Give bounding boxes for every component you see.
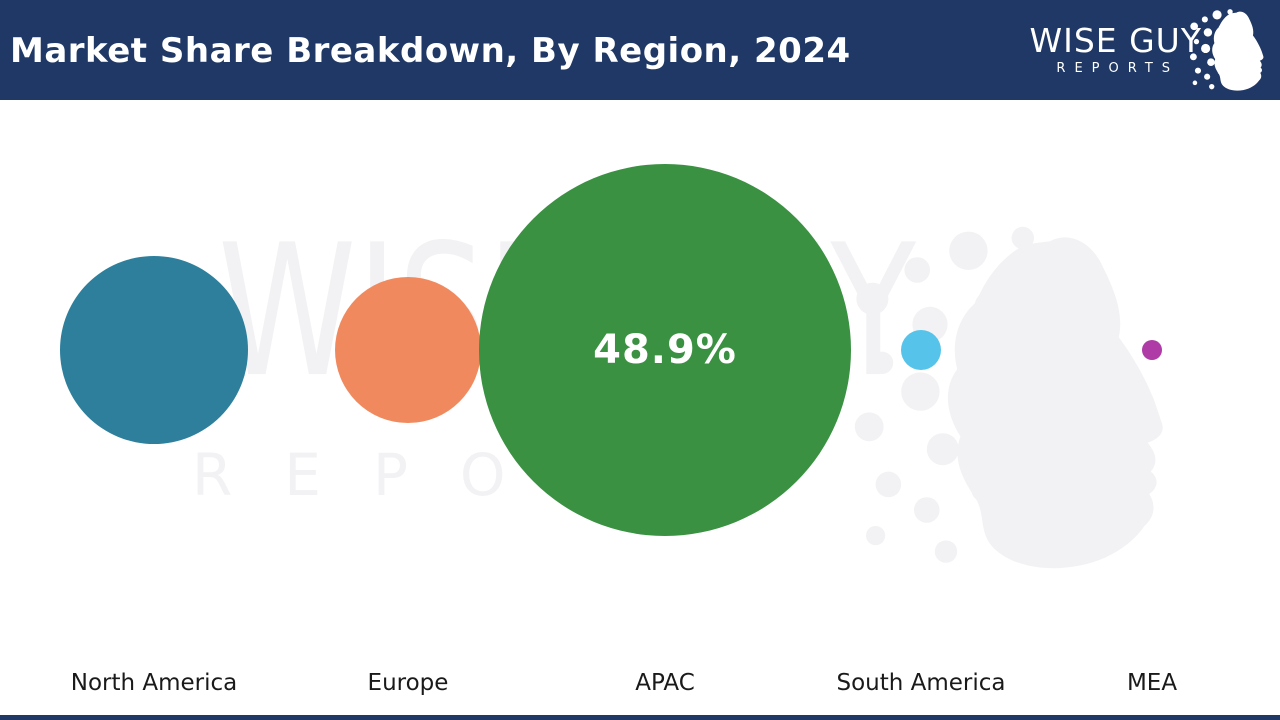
bubble-europe [335, 277, 481, 423]
footer-strip [0, 715, 1280, 720]
bubble-data-label-apac: 48.9% [593, 327, 737, 373]
wiseguy-head-icon [1188, 8, 1266, 92]
category-label-europe: Europe [367, 670, 449, 696]
category-label-apac: APAC [635, 670, 695, 696]
logo-wordmark: WISE GUY [1029, 21, 1202, 60]
header-bar: Market Share Breakdown, By Region, 2024 … [0, 0, 1280, 100]
bubble-north-america [60, 256, 248, 444]
wiseguy-logo: WISE GUY REPORTS [1029, 8, 1266, 92]
logo-subtext: REPORTS [1056, 61, 1180, 76]
category-label-north-america: North America [70, 670, 238, 696]
category-label-mea: MEA [1126, 670, 1178, 696]
page-title: Market Share Breakdown, By Region, 2024 [10, 31, 851, 71]
category-label-south-america: South America [836, 670, 1006, 696]
wiseguy-logo-text: WISE GUY REPORTS [1029, 24, 1202, 76]
bubble-apac: 48.9% [479, 164, 851, 536]
